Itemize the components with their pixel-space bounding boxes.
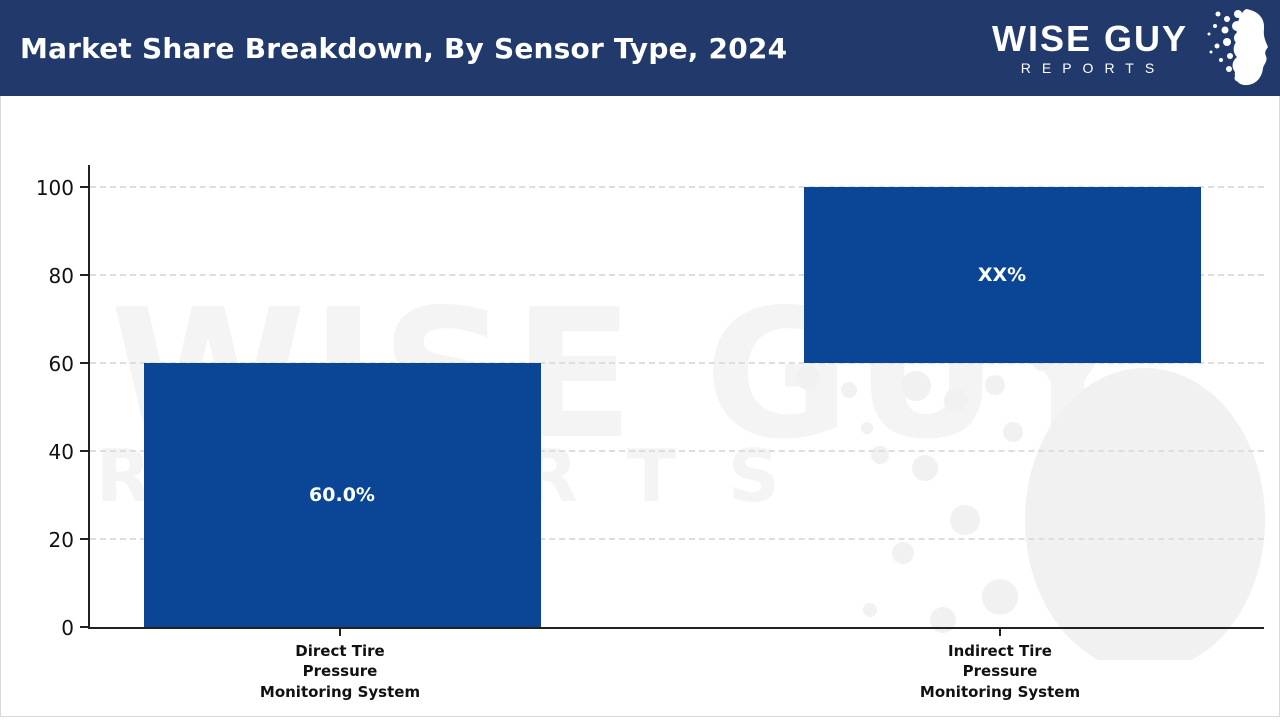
watermark-face-icon xyxy=(796,353,1265,660)
gridline-y60 xyxy=(90,362,1264,364)
page-title: Market Share Breakdown, By Sensor Type, … xyxy=(20,31,788,65)
y-tick-mark xyxy=(80,274,88,276)
bar-value-label: XX% xyxy=(977,264,1027,286)
y-tick-label: 0 xyxy=(61,616,74,640)
x-category-label: Direct Tire Pressure Monitoring System xyxy=(259,642,421,701)
gridline-y80 xyxy=(90,274,1264,276)
brand-logo-text: WISE GUY REPORTS xyxy=(991,18,1188,76)
logo-wordmark: WISE GUY xyxy=(991,18,1188,59)
y-tick-mark xyxy=(80,362,88,364)
bar-segment-1: 60.0% xyxy=(143,363,541,627)
dotted-face-profile-icon xyxy=(1207,9,1268,86)
plot-area: 60.0% XX% xyxy=(88,165,1264,629)
y-tick-label: 80 xyxy=(48,264,74,288)
bar-value-label: 60.0% xyxy=(309,484,375,506)
brand-logo: WISE GUY REPORTS xyxy=(992,0,1270,96)
x-category-label: Indirect Tire Pressure Monitoring System xyxy=(919,642,1081,701)
y-tick-label: 60 xyxy=(48,352,74,376)
gridline-y100 xyxy=(90,186,1264,188)
gridline-y20 xyxy=(90,538,1264,540)
gridline-y40 xyxy=(90,450,1264,452)
y-tick-mark xyxy=(80,450,88,452)
y-tick-label: 20 xyxy=(48,528,74,552)
y-tick-label: 40 xyxy=(48,440,74,464)
y-tick-mark xyxy=(80,186,88,188)
x-tick-mark xyxy=(339,629,341,636)
x-tick-mark xyxy=(999,629,1001,636)
header: Market Share Breakdown, By Sensor Type, … xyxy=(0,0,1280,96)
logo-subtitle: REPORTS xyxy=(1020,60,1166,76)
y-tick-mark xyxy=(80,626,88,628)
y-tick-label: 100 xyxy=(35,176,74,200)
y-tick-mark xyxy=(80,538,88,540)
bar-segment-2: XX% xyxy=(803,187,1201,363)
